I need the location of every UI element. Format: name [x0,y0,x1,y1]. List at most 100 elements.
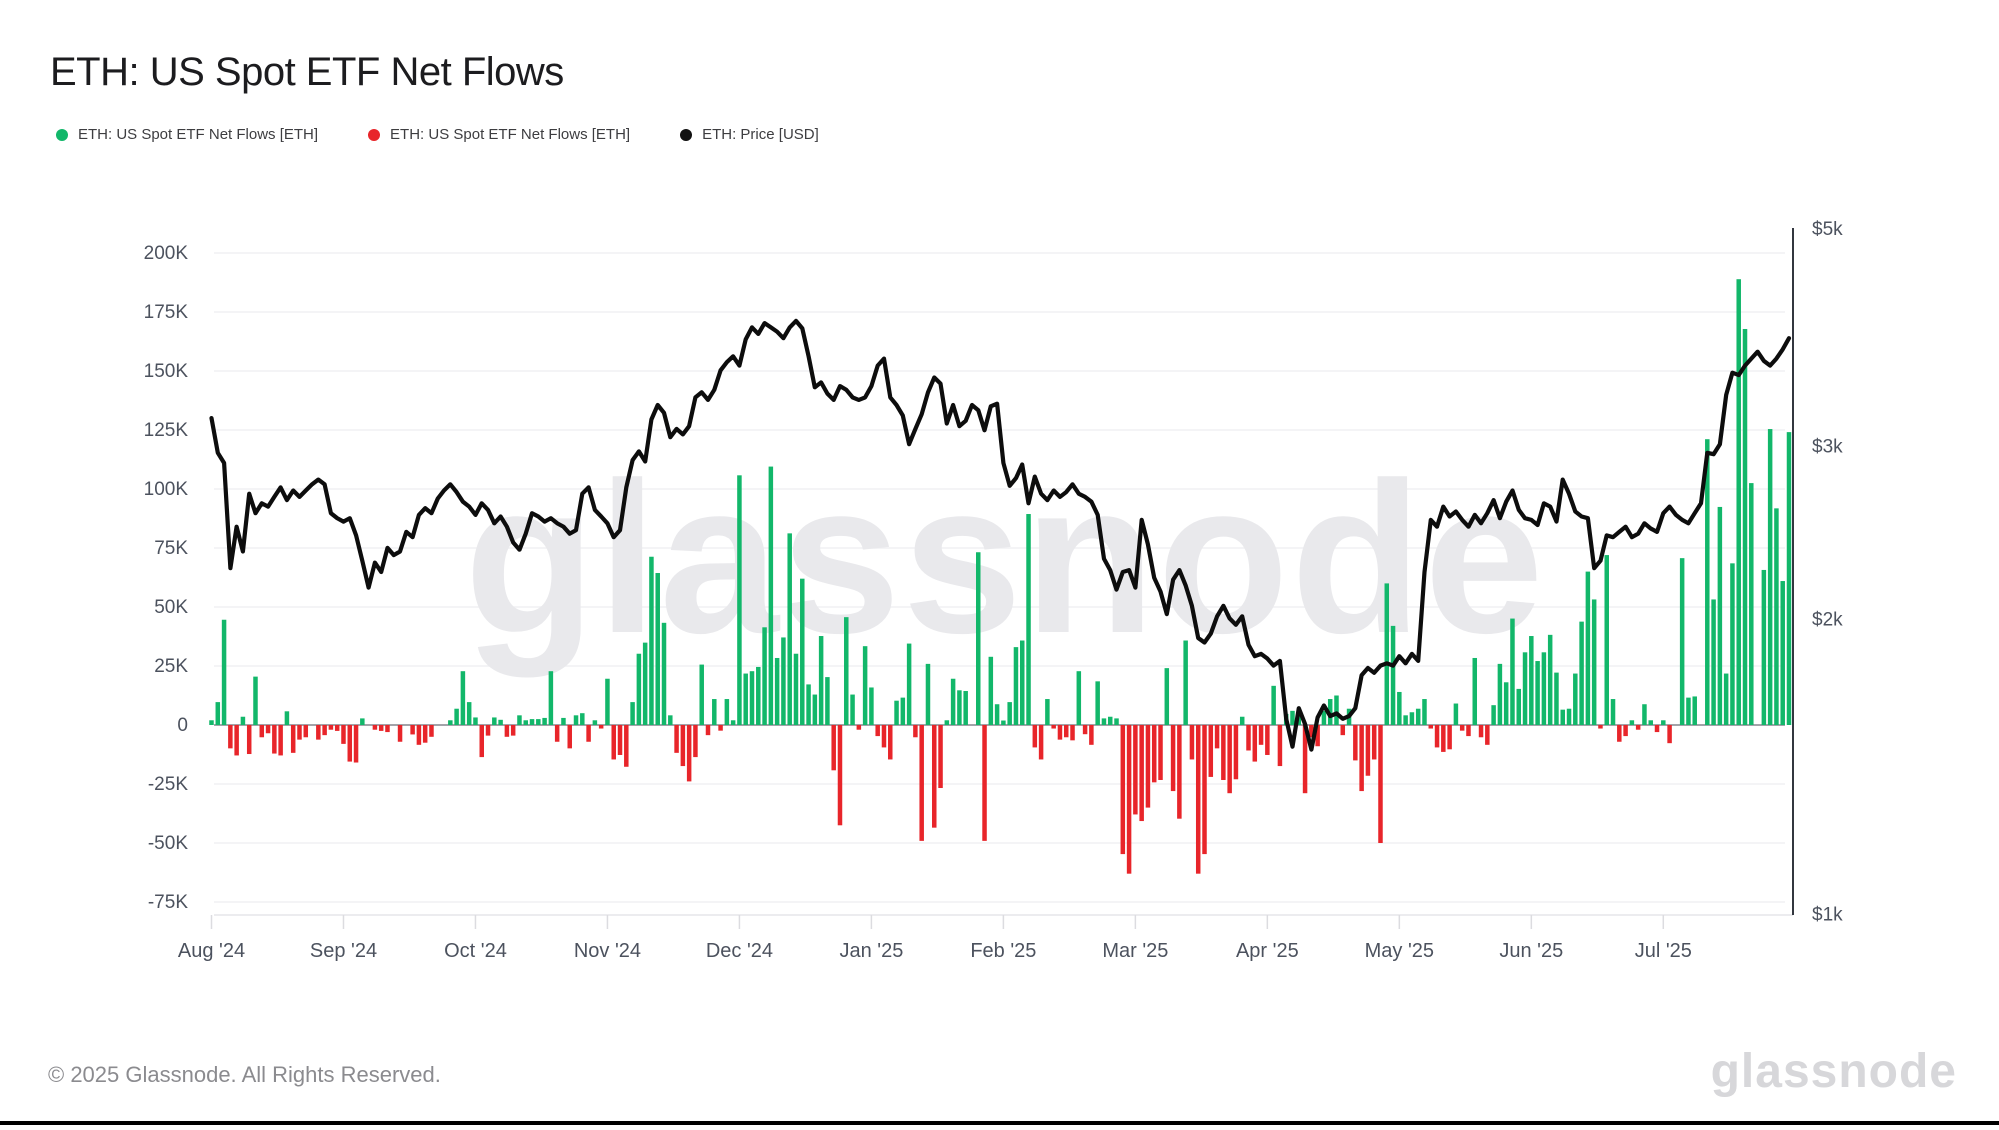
inflow-bar[interactable] [988,656,994,725]
outflow-bar[interactable] [1032,725,1038,748]
inflow-bar[interactable] [1560,709,1565,725]
legend-item-price[interactable]: ETH: Price [USD] [680,126,819,143]
inflow-bar[interactable] [1547,634,1553,725]
inflow-bar[interactable] [580,713,585,725]
inflow-bar[interactable] [806,684,811,725]
inflow-bar[interactable] [1076,671,1082,725]
outflow-bar[interactable] [567,725,572,749]
inflow-bar[interactable] [1573,673,1578,725]
outflow-bar[interactable] [674,725,679,753]
inflow-bar[interactable] [1522,652,1528,725]
inflow-bar[interactable] [1390,625,1396,725]
outflow-bar[interactable] [705,725,711,736]
outflow-bar[interactable] [598,725,604,729]
inflow-bar[interactable] [492,717,497,725]
outflow-bar[interactable] [1309,725,1314,738]
outflow-bar[interactable] [938,725,943,789]
outflow-bar[interactable] [1189,725,1195,760]
outflow-bar[interactable] [1051,725,1056,729]
inflow-bar[interactable] [844,617,849,725]
inflow-bar[interactable] [536,719,541,725]
inflow-bar[interactable] [529,719,535,725]
inflow-bar[interactable] [1321,710,1327,725]
inflow-bar[interactable] [1529,636,1534,725]
inflow-bar[interactable] [976,552,981,725]
inflow-bar[interactable] [825,677,830,725]
inflow-bar[interactable] [1239,716,1245,725]
inflow-bar[interactable] [360,718,365,725]
outflow-bar[interactable] [913,725,918,738]
inflow-bar[interactable] [636,653,642,725]
outflow-bar[interactable] [1428,725,1434,729]
outflow-bar[interactable] [1221,725,1226,780]
outflow-bar[interactable] [875,725,880,737]
outflow-bar[interactable] [1089,725,1094,745]
inflow-bar[interactable] [906,643,912,725]
outflow-bar[interactable] [429,725,434,737]
inflow-bar[interactable] [787,533,792,725]
inflow-bar[interactable] [743,673,748,725]
inflow-bar[interactable] [1541,652,1547,725]
outflow-bar[interactable] [932,725,937,828]
inflow-bar[interactable] [215,702,221,725]
outflow-bar[interactable] [1139,725,1144,822]
inflow-bar[interactable] [1717,506,1723,725]
inflow-bar[interactable] [498,719,503,725]
outflow-bar[interactable] [1635,725,1641,730]
outflow-bar[interactable] [1063,725,1069,738]
inflow-bar[interactable] [1661,720,1666,725]
inflow-bar[interactable] [1761,569,1767,725]
inflow-bar[interactable] [1629,720,1635,725]
inflow-bar[interactable] [1774,508,1779,725]
outflow-bar[interactable] [624,725,629,767]
inflow-bar[interactable] [1334,695,1339,726]
inflow-bar[interactable] [963,691,968,725]
inflow-bar[interactable] [1566,708,1572,725]
outflow-bar[interactable] [1315,725,1320,747]
inflow-bar[interactable] [630,702,635,725]
outflow-bar[interactable] [881,725,887,748]
inflow-bar[interactable] [950,678,956,725]
inflow-bar[interactable] [1648,720,1653,725]
inflow-bar[interactable] [781,637,786,725]
outflow-bar[interactable] [1277,725,1283,767]
outflow-bar[interactable] [1623,725,1628,737]
inflow-bar[interactable] [774,657,780,725]
outflow-bar[interactable] [228,725,233,749]
outflow-bar[interactable] [1057,725,1063,740]
inflow-bar[interactable] [818,636,824,725]
outflow-bar[interactable] [1208,725,1214,777]
outflow-bar[interactable] [290,725,296,753]
inflow-bar[interactable] [1045,699,1050,725]
inflow-bar[interactable] [1705,439,1710,725]
inflow-bar[interactable] [1114,718,1119,725]
eth-price-line[interactable] [209,318,1792,752]
inflow-bar[interactable] [1409,712,1415,725]
outflow-bar[interactable] [1246,725,1251,751]
inflow-bar[interactable] [517,715,522,725]
outflow-bar[interactable] [1177,725,1182,819]
outflow-bar[interactable] [1133,725,1138,815]
inflow-bar[interactable] [900,697,906,725]
inflow-bar[interactable] [240,716,246,725]
outflow-bar[interactable] [353,725,359,763]
outflow-bar[interactable] [347,725,353,762]
netflow-bars[interactable] [209,279,1792,874]
inflow-bar[interactable] [1554,672,1559,725]
inflow-bar[interactable] [1749,483,1754,725]
inflow-bar[interactable] [1397,691,1402,725]
outflow-bar[interactable] [1434,725,1440,748]
outflow-bar[interactable] [856,725,862,730]
outflow-bar[interactable] [554,725,560,742]
inflow-bar[interactable] [1013,647,1019,725]
outflow-bar[interactable] [328,725,334,730]
outflow-bar[interactable] [1195,725,1201,874]
inflow-bar[interactable] [1497,663,1503,725]
outflow-bar[interactable] [1214,725,1220,749]
inflow-bar[interactable] [1415,708,1421,725]
outflow-bar[interactable] [246,725,252,755]
inflow-bar[interactable] [209,720,214,725]
inflow-bar[interactable] [800,578,805,725]
outflow-bar[interactable] [982,725,987,841]
